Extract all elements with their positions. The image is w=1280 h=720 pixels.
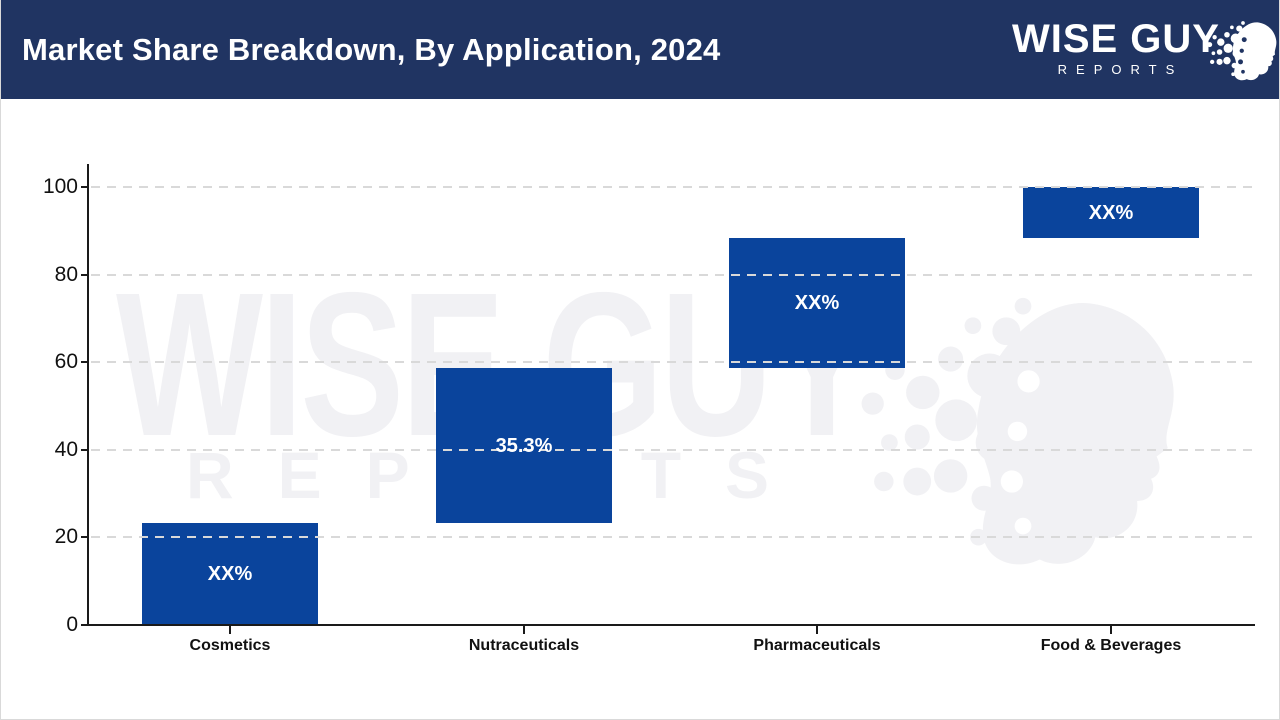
- header-bar: Market Share Breakdown, By Application, …: [0, 0, 1280, 99]
- gridline-y-60: [91, 361, 1253, 364]
- x-axis-label-pharmaceuticals: Pharmaceuticals: [753, 637, 881, 654]
- dotted-head-graphic: [1207, 20, 1277, 80]
- y-tick-mark-0: [81, 624, 89, 626]
- y-tick-mark-60: [81, 361, 89, 364]
- logo-text: WISE GUY REPORTS: [1012, 19, 1220, 77]
- gridline-y-40: [91, 448, 1253, 451]
- bar-label-food-beverages: XX%: [1088, 201, 1134, 224]
- x-axis-label-nutraceuticals: Nutraceuticals: [468, 637, 580, 654]
- y-tick-mark-80: [81, 273, 89, 276]
- wiseguy-head-icon: [1207, 20, 1277, 80]
- bar-pharmaceuticals: [729, 238, 905, 369]
- y-tick-label-0: 0: [66, 613, 78, 636]
- logo-subtitle: REPORTS: [1057, 61, 1184, 77]
- gridline-y-100: [91, 186, 1253, 188]
- y-tick-label-100: 100: [42, 175, 78, 198]
- bar-label-cosmetics: XX%: [207, 562, 253, 585]
- bar-cosmetics: [142, 522, 318, 625]
- x-axis-label-food-beverages: Food & Beverages: [1040, 637, 1182, 654]
- y-tick-label-60: 60: [54, 350, 78, 374]
- bar-food-beverages: [1023, 187, 1199, 239]
- y-tick-label-80: 80: [54, 262, 78, 286]
- x-axis-label-cosmetics: Cosmetics: [189, 637, 271, 654]
- y-tick-label-40: 40: [54, 437, 78, 461]
- y-axis-line: [87, 164, 89, 626]
- page-title: Market Share Breakdown, By Application, …: [22, 31, 721, 67]
- x-tick-mark-food-beverages: [1110, 626, 1112, 634]
- bar-label-nutraceuticals: 35.3%: [495, 434, 553, 457]
- bar-nutraceuticals: [436, 368, 612, 523]
- x-tick-mark-nutraceuticals: [523, 626, 525, 634]
- wiseguy-reports-logo: WISE GUY REPORTS: [1012, 0, 1280, 99]
- logo-name: WISE GUY: [1011, 16, 1220, 61]
- bar-label-pharmaceuticals: XX%: [794, 292, 840, 315]
- gridline-y-80: [91, 273, 1253, 276]
- y-tick-mark-100: [81, 186, 89, 188]
- gridline-y-20: [91, 536, 1253, 539]
- x-tick-mark-cosmetics: [229, 626, 231, 634]
- y-tick-mark-20: [81, 536, 89, 539]
- y-tick-label-20: 20: [54, 525, 78, 549]
- x-tick-mark-pharmaceuticals: [816, 626, 818, 634]
- x-axis-line: [87, 624, 1255, 626]
- y-tick-mark-40: [81, 448, 89, 451]
